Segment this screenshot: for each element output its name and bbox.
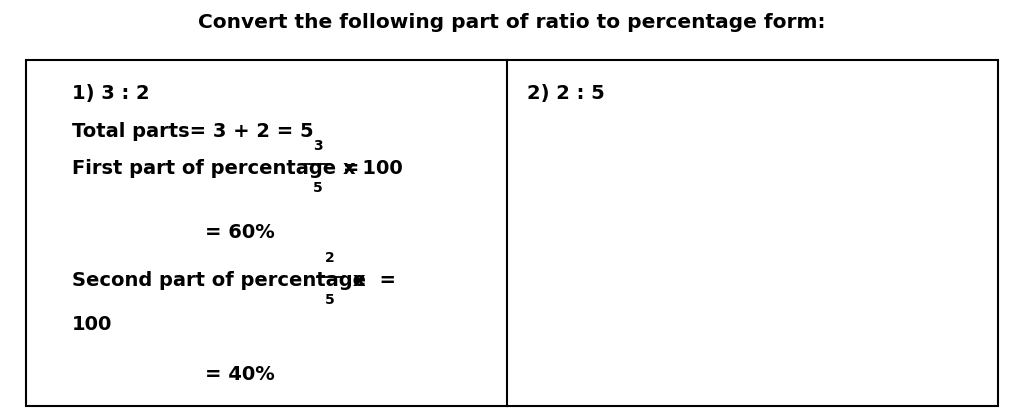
Text: = 40%: = 40% <box>205 365 274 384</box>
Text: Second part of percentage  =: Second part of percentage = <box>72 271 395 290</box>
Text: 5: 5 <box>325 293 335 307</box>
Text: 5: 5 <box>312 181 323 195</box>
Text: x: x <box>352 271 365 290</box>
Bar <box>26 60 998 406</box>
Text: x 100: x 100 <box>343 159 402 178</box>
Text: 1) 3 : 2: 1) 3 : 2 <box>72 84 150 103</box>
Text: 2: 2 <box>325 251 335 265</box>
Text: 3: 3 <box>312 139 323 153</box>
Text: Total parts= 3 + 2 = 5: Total parts= 3 + 2 = 5 <box>72 121 313 141</box>
Text: 100: 100 <box>72 315 112 334</box>
Text: 2) 2 : 5: 2) 2 : 5 <box>527 84 605 103</box>
Text: = 60%: = 60% <box>205 223 274 243</box>
Text: First part of percentage =: First part of percentage = <box>72 159 359 178</box>
Text: Convert the following part of ratio to percentage form:: Convert the following part of ratio to p… <box>199 13 825 32</box>
